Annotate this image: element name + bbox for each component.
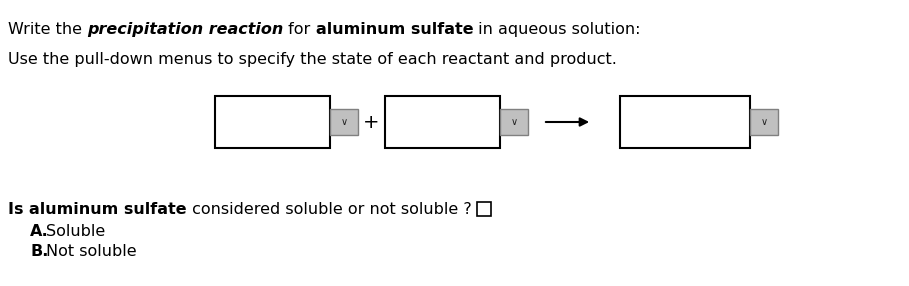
Bar bbox=[385, 96, 500, 148]
Bar bbox=[215, 96, 330, 148]
Text: precipitation reaction: precipitation reaction bbox=[87, 22, 284, 37]
Text: +: + bbox=[363, 112, 379, 132]
Text: ∨: ∨ bbox=[511, 117, 517, 127]
Text: B.: B. bbox=[30, 244, 48, 259]
Text: Write the: Write the bbox=[8, 22, 87, 37]
Text: ∨: ∨ bbox=[761, 117, 767, 127]
Text: Soluble: Soluble bbox=[46, 224, 105, 239]
Text: A.: A. bbox=[30, 224, 49, 239]
Text: Is: Is bbox=[8, 202, 29, 217]
Text: Use the pull-down menus to specify the state of each reactant and product.: Use the pull-down menus to specify the s… bbox=[8, 52, 617, 67]
Text: for: for bbox=[284, 22, 315, 37]
Text: considered soluble or not soluble ?: considered soluble or not soluble ? bbox=[186, 202, 472, 217]
Bar bbox=[500, 109, 528, 135]
Text: in aqueous solution:: in aqueous solution: bbox=[474, 22, 641, 37]
Bar bbox=[620, 96, 750, 148]
Text: aluminum sulfate: aluminum sulfate bbox=[29, 202, 186, 217]
Bar bbox=[330, 109, 358, 135]
Text: aluminum sulfate: aluminum sulfate bbox=[315, 22, 474, 37]
Bar bbox=[750, 109, 778, 135]
Bar bbox=[476, 202, 491, 216]
Text: ∨: ∨ bbox=[341, 117, 347, 127]
Text: Not soluble: Not soluble bbox=[46, 244, 136, 259]
